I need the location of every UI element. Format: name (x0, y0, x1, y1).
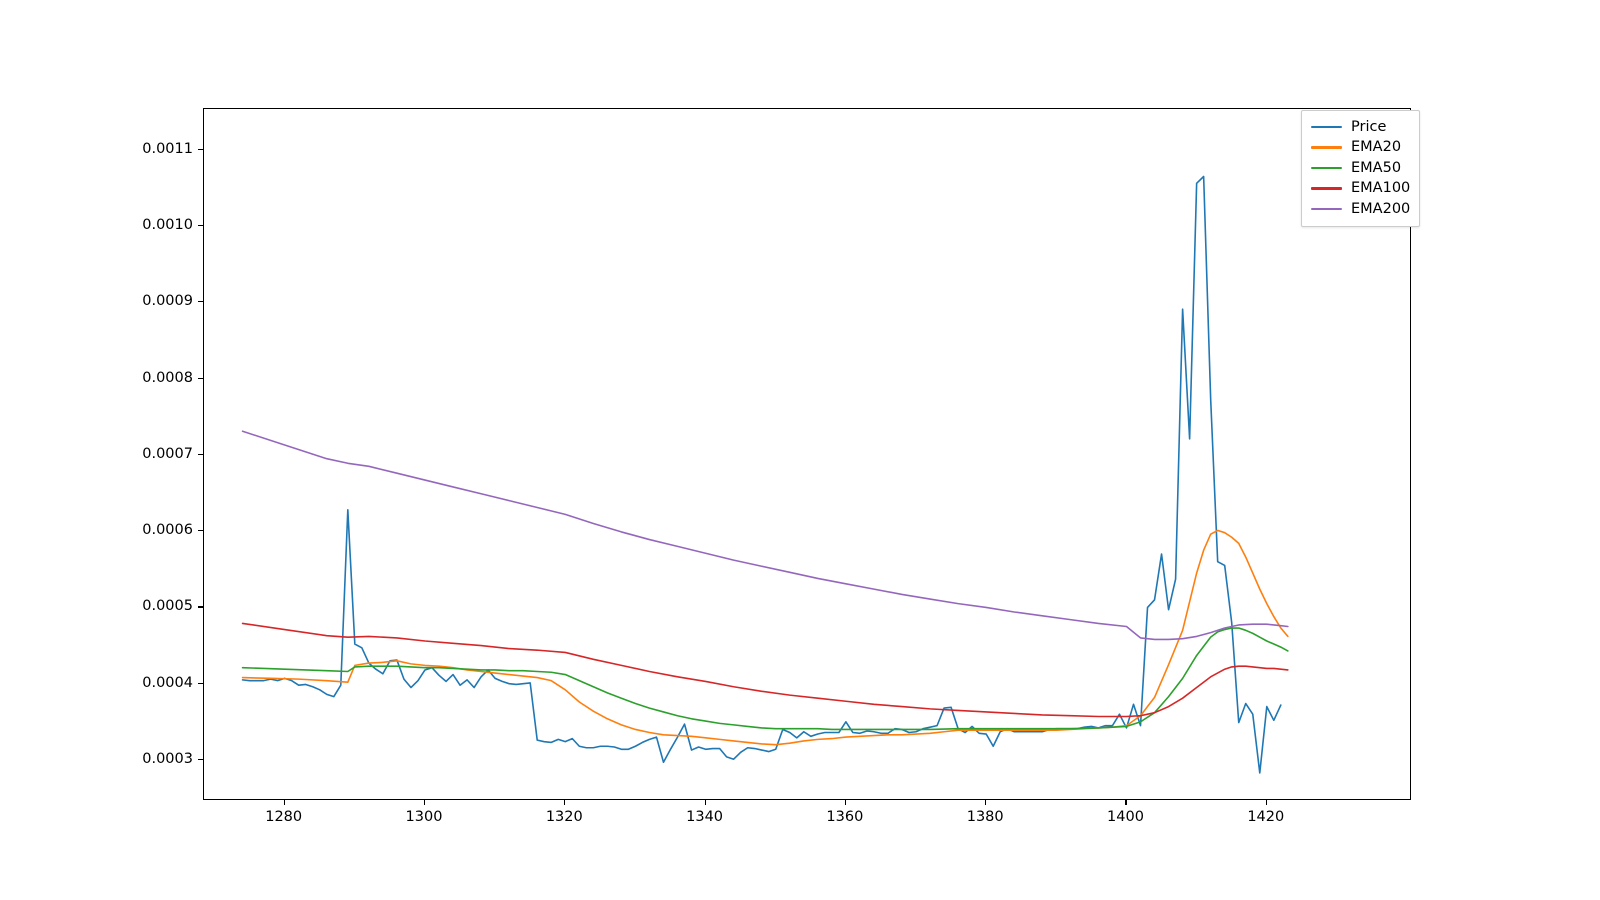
x-tick-label: 1400 (1107, 809, 1144, 825)
y-tick-label: 0.0006 (142, 522, 193, 539)
x-tick-mark (423, 800, 426, 805)
y-tick-label: 0.0004 (142, 674, 193, 691)
legend-label: EMA50 (1351, 159, 1402, 176)
x-tick-mark (985, 800, 987, 805)
legend-color-swatch (1311, 146, 1342, 149)
legend-label: Price (1351, 118, 1387, 135)
x-tick-mark (1125, 800, 1127, 805)
legend-item-ema20: EMA20 (1311, 137, 1410, 157)
series-lines (241, 175, 1289, 774)
legend-label: EMA100 (1351, 180, 1411, 197)
series-line-price (241, 175, 1282, 774)
y-tick-mark (198, 225, 203, 227)
legend-color-swatch (1311, 187, 1342, 190)
y-tick-label: 0.0003 (142, 750, 193, 767)
legend-item-ema100: EMA100 (1311, 178, 1410, 198)
legend-color-swatch (1311, 126, 1342, 129)
series-line-ema200 (241, 430, 1289, 641)
x-tick-label: 1340 (686, 809, 724, 825)
y-tick-label: 0.0010 (142, 217, 193, 234)
x-tick-label: 1320 (545, 809, 583, 825)
y-tick-label: 0.0009 (142, 293, 193, 310)
plot-area (203, 108, 1411, 800)
series-line-ema50 (241, 627, 1289, 731)
y-tick-mark (198, 758, 203, 761)
y-tick-mark (198, 301, 203, 303)
y-tick-label: 0.0008 (142, 369, 193, 386)
y-tick-mark (198, 377, 203, 379)
x-tick-mark (564, 800, 566, 805)
x-tick-mark (283, 800, 285, 805)
legend-item-price: Price (1311, 117, 1410, 137)
legend-item-ema200: EMA200 (1311, 199, 1410, 219)
x-tick-mark (844, 800, 846, 805)
y-tick-label: 0.0007 (142, 445, 193, 462)
x-tick-label: 1380 (966, 809, 1004, 825)
legend-label: EMA200 (1351, 200, 1411, 217)
y-tick-mark (198, 530, 203, 532)
series-line-ema100 (241, 622, 1289, 718)
x-tick-label: 1360 (826, 809, 864, 825)
legend-color-swatch (1311, 207, 1342, 210)
legend-item-ema50: EMA50 (1311, 158, 1410, 178)
legend-label: EMA20 (1351, 139, 1402, 156)
x-tick-mark (704, 800, 706, 805)
x-tick-mark (1265, 800, 1267, 805)
y-tick-mark (198, 148, 203, 150)
x-tick-label: 1420 (1247, 809, 1285, 825)
y-tick-mark (198, 682, 203, 684)
x-tick-label: 1300 (405, 809, 443, 825)
legend-color-swatch (1311, 166, 1342, 170)
chart-legend: Price EMA20 EMA50 EMA100 EMA200 (1301, 110, 1421, 227)
y-tick-mark (198, 453, 203, 455)
y-tick-mark (198, 606, 203, 608)
y-tick-label: 0.0011 (142, 140, 193, 157)
y-tick-label: 0.0005 (142, 598, 193, 615)
x-tick-label: 1280 (265, 809, 303, 825)
